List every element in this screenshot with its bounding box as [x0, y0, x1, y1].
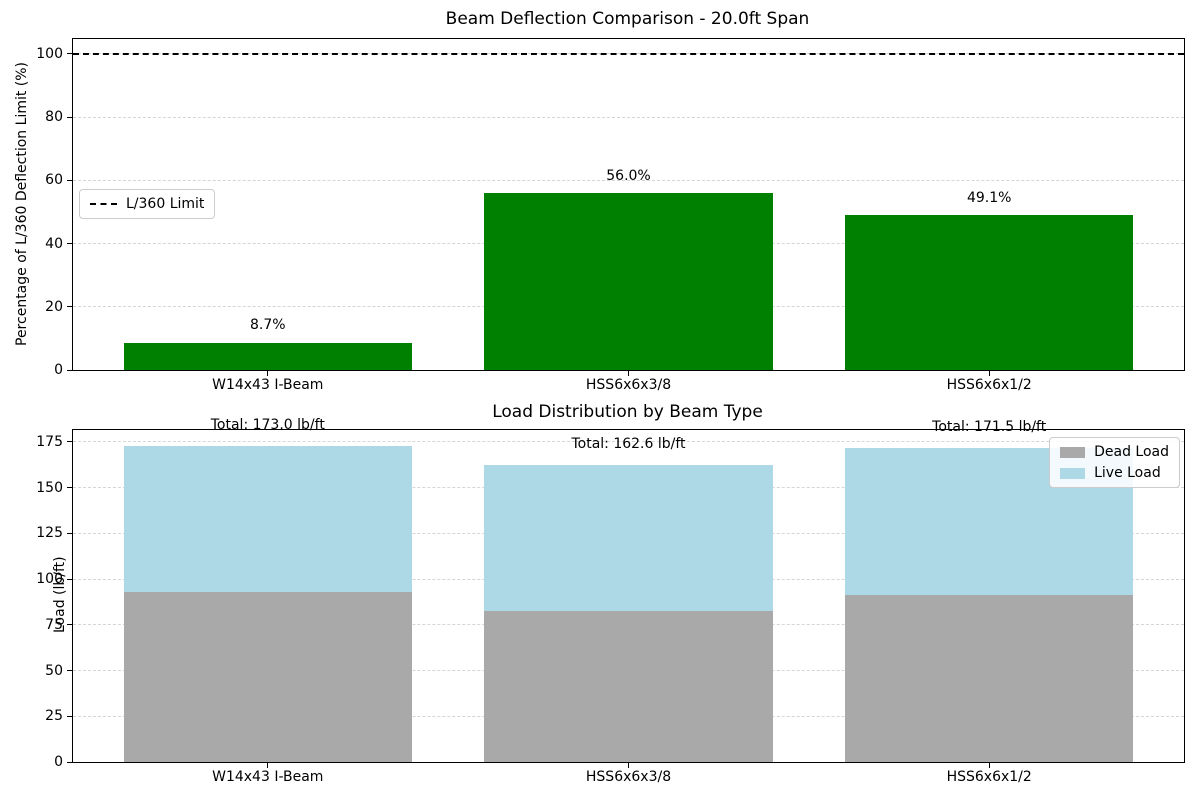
y-tick-mark: [67, 243, 72, 245]
load-chart-title: Load Distribution by Beam Type: [492, 402, 763, 422]
y-tick-mark: [67, 670, 72, 672]
bar-value-label: 56.0%: [606, 167, 651, 184]
gridline: [73, 116, 1184, 118]
y-tick-label: 60: [45, 172, 63, 189]
stacked-bar-segment: [123, 591, 413, 762]
y-tick-mark: [67, 715, 72, 717]
gridline: [73, 441, 1184, 443]
y-tick-label: 25: [45, 708, 63, 725]
x-tick-label: HSS6x6x1/2: [946, 377, 1032, 393]
y-tick-mark: [67, 487, 72, 489]
deflection-bar: [484, 192, 773, 370]
legend-label: Dead Load: [1094, 444, 1169, 460]
y-tick-mark: [67, 116, 72, 118]
bar-total-label: Total: 173.0 lb/ft: [210, 416, 325, 433]
deflection-plot-area: L/360 Limit 0 20 40 60 80 100 8.7% W14x43 I-Bea…: [36, 38, 1185, 393]
y-tick-label: 100: [36, 571, 63, 588]
y-tick-mark: [67, 441, 72, 443]
legend-entry: L/360 Limit: [90, 196, 204, 212]
color-swatch-icon: [1060, 446, 1086, 458]
bar-total-label: Total: 171.5 lb/ft: [932, 419, 1047, 436]
legend-label: L/360 Limit: [126, 196, 205, 212]
stacked-bar-segment: [844, 594, 1134, 762]
x-tick-label: HSS6x6x3/8: [585, 377, 672, 393]
x-tick-label: W14x43 I-Beam: [212, 769, 324, 785]
color-swatch-icon: [1060, 467, 1086, 479]
y-tick-mark: [67, 306, 72, 308]
limit-reference-line: [73, 52, 1184, 55]
x-tick-label: W14x43 I-Beam: [212, 377, 324, 393]
y-tick-label: 0: [54, 362, 63, 378]
y-tick-mark: [67, 369, 72, 371]
legend-entry: Live Load: [1060, 465, 1169, 481]
y-tick-mark: [67, 624, 72, 626]
bar-total-label: Total: 162.6 lb/ft: [571, 435, 686, 452]
y-tick-label: 150: [36, 479, 63, 496]
x-tick-mark: [628, 371, 629, 376]
deflection-chart-title: Beam Deflection Comparison - 20.0ft Span: [445, 9, 810, 29]
y-tick-label: 80: [45, 109, 63, 126]
y-tick-label: 175: [36, 433, 63, 450]
legend-entry: Dead Load: [1060, 444, 1169, 460]
bar-value-label: 49.1%: [966, 189, 1012, 206]
x-tick-mark: [267, 371, 269, 376]
deflection-legend: L/360 Limit: [79, 189, 216, 219]
y-tick-label: 0: [54, 754, 63, 770]
x-tick-mark: [267, 763, 269, 768]
load-legend: Dead Load Live Load: [1049, 437, 1180, 488]
dashed-line-swatch-icon: [90, 203, 117, 205]
y-tick-label: 40: [45, 235, 63, 252]
y-tick-label: 50: [45, 662, 63, 679]
y-tick-mark: [67, 578, 72, 580]
deflection-y-axis-label: Percentage of L/360 Deflection Limit (%): [14, 61, 30, 346]
y-tick-label: 75: [45, 616, 63, 633]
deflection-bar: [844, 214, 1134, 370]
stacked-bar-segment: [123, 445, 413, 592]
y-tick-mark: [67, 761, 72, 763]
x-tick-label: HSS6x6x1/2: [946, 769, 1032, 785]
y-tick-mark: [67, 179, 72, 181]
x-tick-mark: [988, 763, 990, 768]
bar-value-label: 8.7%: [249, 317, 286, 334]
y-tick-mark: [67, 532, 72, 534]
y-tick-label: 100: [36, 45, 63, 62]
legend-label: Live Load: [1094, 465, 1161, 481]
stacked-bar-segment: [484, 610, 773, 762]
x-tick-mark: [988, 371, 990, 376]
x-tick-label: HSS6x6x3/8: [585, 769, 672, 785]
y-tick-label: 125: [36, 525, 63, 542]
gridline: [73, 179, 1184, 181]
stacked-bar-segment: [484, 464, 773, 611]
x-tick-mark: [628, 763, 629, 768]
deflection-bar: [123, 342, 413, 370]
y-tick-label: 20: [45, 298, 63, 315]
load-plot-area: Dead Load Live Load 0 25 50 75 100 125 150 175 To…: [36, 417, 1185, 785]
y-tick-mark: [67, 53, 72, 55]
